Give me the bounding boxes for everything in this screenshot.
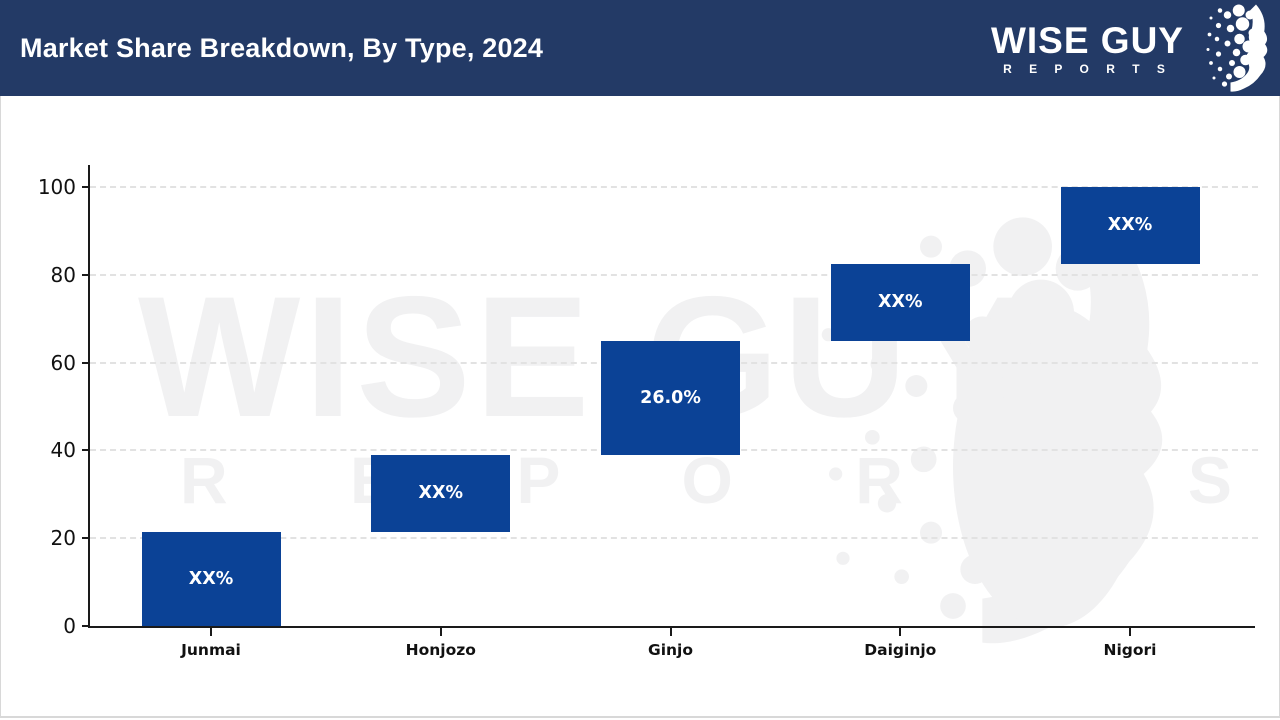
bar-nigori: XX%: [1060, 187, 1200, 264]
bar-ginjo: 26.0%: [601, 340, 740, 455]
y-tick-label-60: 60: [50, 350, 76, 375]
x-tick-nigori: [1129, 628, 1131, 636]
x-axis-line: [88, 626, 1255, 628]
y-axis-line: [88, 165, 90, 628]
x-tick-label-junmai: Junmai: [181, 641, 241, 659]
gridline-100: [90, 186, 1258, 188]
brand-logo: WISE GUY R E P O R T S: [991, 0, 1268, 96]
bar-label-nigori: XX%: [1107, 215, 1153, 236]
y-tick-60: [82, 361, 90, 364]
frame-left-hairline: [0, 96, 1, 717]
y-tick-label-0: 0: [63, 614, 76, 638]
x-tick-label-ginjo: Ginjo: [647, 641, 694, 659]
x-tick-label-daiginjo: Daiginjo: [864, 641, 937, 659]
x-tick-honjozo: [439, 628, 442, 636]
bar-honjozo: XX%: [371, 454, 511, 532]
y-tick-0: [82, 625, 90, 627]
x-tick-label-honjozo: Honjozo: [405, 641, 476, 659]
brand-logo-text: WISE GUY R E P O R T S: [991, 22, 1184, 75]
gridline-20: [90, 537, 1258, 540]
bar-junmai: XX%: [141, 531, 281, 626]
brand-subname: R E P O R T S: [1003, 61, 1172, 76]
brand-name: WISE GUY: [990, 19, 1184, 61]
bar-label-junmai: XX%: [188, 568, 234, 589]
x-tick-daiginjo: [899, 628, 902, 636]
y-tick-100: [82, 186, 90, 188]
bar-daiginjo: XX%: [830, 263, 970, 341]
x-tick-label-nigori: Nigori: [1103, 641, 1157, 659]
header-bar: Market Share Breakdown, By Type, 2024 WI…: [0, 0, 1280, 96]
watermark-face-dots-icon: [821, 217, 1163, 644]
gridline-80: [90, 273, 1258, 276]
bar-label-ginjo: 26.0%: [640, 387, 701, 408]
frame-bottom-hairline: [0, 716, 1280, 718]
x-tick-junmai: [210, 628, 212, 636]
brand-face-dots-icon: [1206, 4, 1268, 92]
y-tick-label-40: 40: [50, 438, 76, 463]
page-title: Market Share Breakdown, By Type, 2024: [20, 32, 544, 63]
y-tick-40: [82, 449, 90, 452]
y-tick-label-100: 100: [37, 175, 76, 199]
y-tick-label-80: 80: [50, 262, 76, 287]
y-tick-80: [82, 273, 90, 276]
y-tick-label-20: 20: [50, 526, 76, 551]
bar-label-honjozo: XX%: [418, 483, 464, 504]
y-tick-20: [82, 537, 90, 540]
bar-label-daiginjo: XX%: [878, 292, 923, 313]
x-tick-ginjo: [669, 628, 672, 636]
